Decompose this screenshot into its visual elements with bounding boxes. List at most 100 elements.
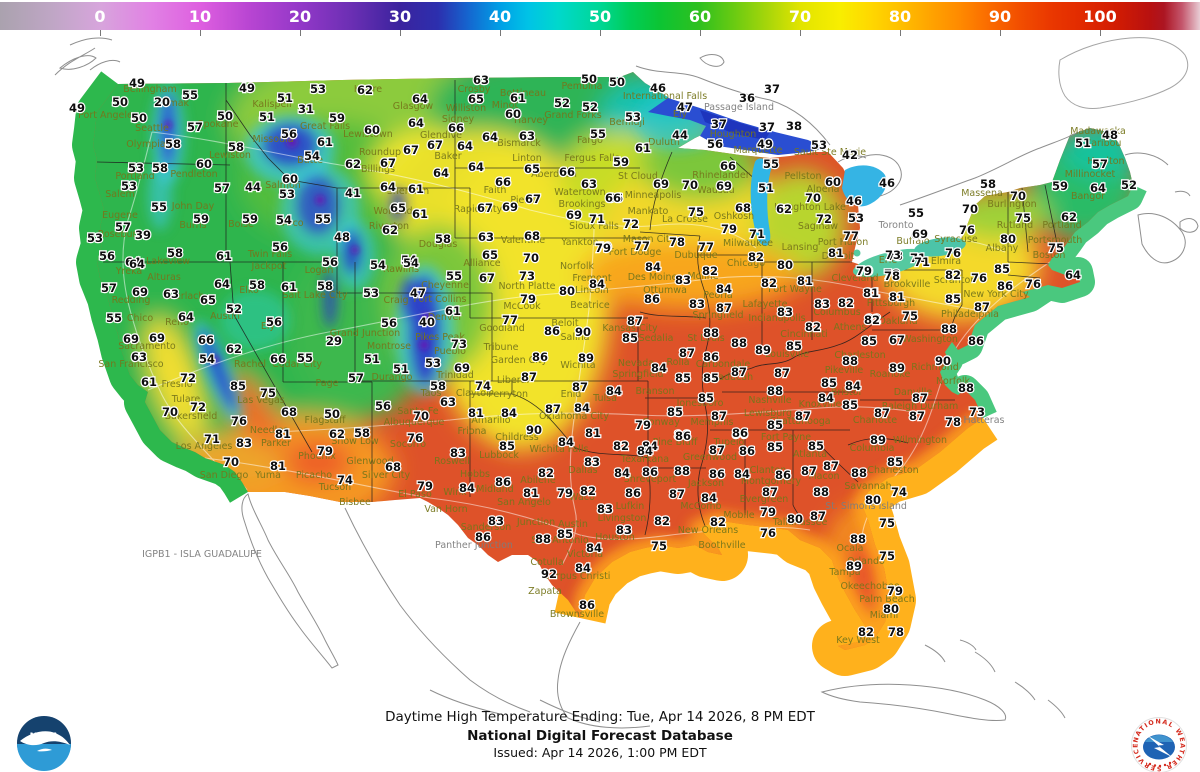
city-label: Orlando	[847, 556, 885, 567]
city-label: Cleveland	[831, 273, 878, 284]
city-label: Albany	[986, 243, 1019, 254]
temp-label: 83	[488, 514, 504, 528]
city-label: Chattanooga	[769, 416, 830, 427]
temp-label: 85	[667, 405, 683, 419]
temp-label: 86	[495, 475, 511, 489]
temp-label: 86	[732, 427, 748, 441]
temp-label: 62	[357, 83, 373, 97]
highway-lines	[122, 131, 1051, 566]
city-label: Athens	[834, 322, 867, 333]
temp-label: 54	[199, 352, 215, 366]
city-label: Cotulla	[530, 557, 563, 568]
city-label: Spokane	[198, 119, 239, 130]
city-label: Conway	[642, 417, 680, 428]
city-label: Atlanta	[793, 449, 827, 460]
temp-label: 77	[698, 240, 714, 254]
city-label: Victoria	[567, 549, 603, 560]
temp-label: 58	[165, 137, 181, 151]
temp-label: 88	[851, 466, 867, 480]
nws-logo-icon: NATIONAL WEATHER SERVICE	[1131, 717, 1187, 772]
city-label: Erie	[879, 255, 898, 266]
city-label: Watertown	[554, 187, 605, 198]
city-label: Salem	[105, 189, 135, 200]
temp-label: 86	[968, 334, 984, 348]
temp-label: 85	[842, 398, 858, 412]
temp-label: 48	[1102, 128, 1118, 142]
temp-label: 85	[767, 418, 783, 432]
temp-label: 85	[499, 439, 515, 453]
temp-label: 84	[501, 406, 517, 420]
temp-label: 70	[962, 202, 978, 216]
city-label: Logan	[305, 265, 334, 276]
great-lakes	[648, 98, 966, 278]
temp-label: 87	[795, 409, 811, 423]
city-label: New Orleans	[678, 525, 738, 536]
temp-label: 65	[390, 201, 406, 215]
city-label: St. Simons Island	[825, 501, 907, 512]
temp-label: 60	[825, 175, 841, 189]
temp-label: 63	[581, 177, 597, 191]
city-label: Brownsville	[550, 609, 604, 620]
city-label: Mason City	[623, 234, 676, 245]
temp-label: 58	[167, 246, 183, 260]
temp-label: 79	[520, 292, 536, 306]
temp-label: 86	[544, 324, 560, 338]
temp-label: 51	[393, 362, 409, 376]
colorbar-tick	[500, 30, 501, 36]
temp-label: 67	[427, 138, 443, 152]
city-label: Rachel	[234, 359, 266, 370]
city-label: Massena	[961, 188, 1003, 199]
city-label: Butte	[297, 155, 323, 166]
temp-label: 75	[902, 309, 918, 323]
temp-label: 54	[276, 213, 292, 227]
city-label: Worland	[373, 206, 412, 217]
temp-label: 60	[364, 123, 380, 137]
temp-label: 44	[672, 128, 688, 142]
city-label: Detroit	[822, 251, 855, 262]
temp-label: 31	[298, 102, 314, 116]
city-label: Harvey	[514, 115, 548, 126]
city-label: Oklahoma City	[539, 411, 609, 422]
city-label: Beloit	[551, 318, 578, 329]
city-label: Pine Bluff	[653, 437, 698, 448]
temp-label: 82	[613, 439, 629, 453]
temp-label: 64	[178, 310, 194, 324]
temp-label: 87	[572, 380, 588, 394]
temp-label: 77	[634, 239, 650, 253]
temp-label: 85	[861, 334, 877, 348]
city-label: Oakland	[878, 316, 917, 327]
city-label: Pierre	[510, 195, 537, 206]
city-label: Caribou	[1085, 138, 1122, 149]
temp-label: 67	[380, 156, 396, 170]
temp-label: 66	[605, 191, 621, 205]
temp-label: 88	[842, 354, 858, 368]
city-label: Fort Wayne	[768, 284, 822, 295]
temp-label: 67	[525, 192, 541, 206]
temp-label: 44	[245, 180, 261, 194]
colorbar-tick-label: 50	[588, 7, 612, 26]
temp-label: 86	[625, 486, 641, 500]
temp-label: 64	[482, 130, 498, 144]
temp-label: 74	[337, 473, 353, 487]
temp-label: 61	[317, 135, 333, 149]
city-label: Key West	[836, 635, 880, 646]
city-label: Tallahassee	[772, 517, 828, 528]
city-label: Riverton	[369, 221, 409, 232]
city-label: Clayton	[456, 388, 492, 399]
city-label: Tulsa	[592, 393, 617, 404]
temp-label: 54	[370, 258, 386, 272]
temp-label: 53	[625, 110, 641, 124]
temp-label: 86	[642, 465, 658, 479]
city-label: Houlton	[1087, 156, 1124, 167]
city-label: Gerlach	[168, 291, 205, 302]
temp-label: 60	[505, 107, 521, 121]
temp-label: 69	[653, 177, 669, 191]
colorbar-tick-label: 10	[188, 7, 212, 26]
city-label: Bakersfield	[165, 411, 218, 422]
temp-label: 82	[864, 313, 880, 327]
city-label: Minneapolis	[625, 190, 682, 201]
city-label: Wink	[443, 487, 467, 498]
city-label: Columbus	[813, 307, 860, 318]
city-label: Charleston	[834, 350, 885, 361]
